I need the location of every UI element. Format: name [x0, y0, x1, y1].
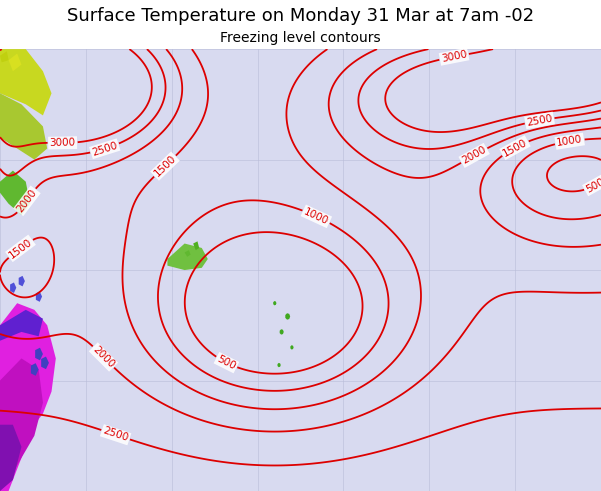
Polygon shape [41, 356, 49, 369]
Polygon shape [279, 329, 284, 334]
Polygon shape [10, 282, 16, 293]
Text: Surface Temperature on Monday 31 Mar at 7am -02: Surface Temperature on Monday 31 Mar at … [67, 7, 534, 25]
Polygon shape [0, 303, 56, 491]
Polygon shape [0, 310, 43, 341]
Text: 2500: 2500 [526, 113, 554, 128]
Polygon shape [0, 425, 22, 491]
Polygon shape [273, 301, 276, 305]
Text: 2000: 2000 [15, 188, 39, 214]
Text: 2500: 2500 [91, 140, 119, 158]
Polygon shape [193, 242, 199, 250]
Polygon shape [185, 250, 191, 257]
Polygon shape [35, 348, 43, 360]
Text: 1000: 1000 [556, 134, 584, 148]
Polygon shape [0, 358, 43, 491]
Text: 1500: 1500 [152, 153, 178, 179]
Text: 3000: 3000 [441, 49, 468, 64]
Text: 500: 500 [584, 176, 601, 194]
Polygon shape [0, 93, 47, 160]
Text: 2000: 2000 [460, 145, 488, 166]
Text: 1500: 1500 [501, 137, 529, 158]
Polygon shape [278, 363, 281, 367]
Polygon shape [0, 52, 8, 62]
Text: 1000: 1000 [302, 206, 331, 226]
Text: 1500: 1500 [7, 237, 34, 260]
Text: Freezing level contours: Freezing level contours [220, 31, 381, 45]
Polygon shape [285, 313, 290, 320]
Text: 2000: 2000 [91, 344, 116, 370]
Text: 3000: 3000 [49, 137, 76, 148]
Text: 500: 500 [215, 354, 237, 372]
Polygon shape [290, 345, 294, 350]
Polygon shape [0, 49, 52, 115]
Polygon shape [0, 170, 30, 215]
Polygon shape [36, 291, 42, 302]
Text: 2500: 2500 [102, 426, 130, 443]
Polygon shape [168, 244, 208, 270]
Polygon shape [19, 276, 25, 286]
Polygon shape [8, 54, 22, 71]
Polygon shape [31, 363, 38, 376]
